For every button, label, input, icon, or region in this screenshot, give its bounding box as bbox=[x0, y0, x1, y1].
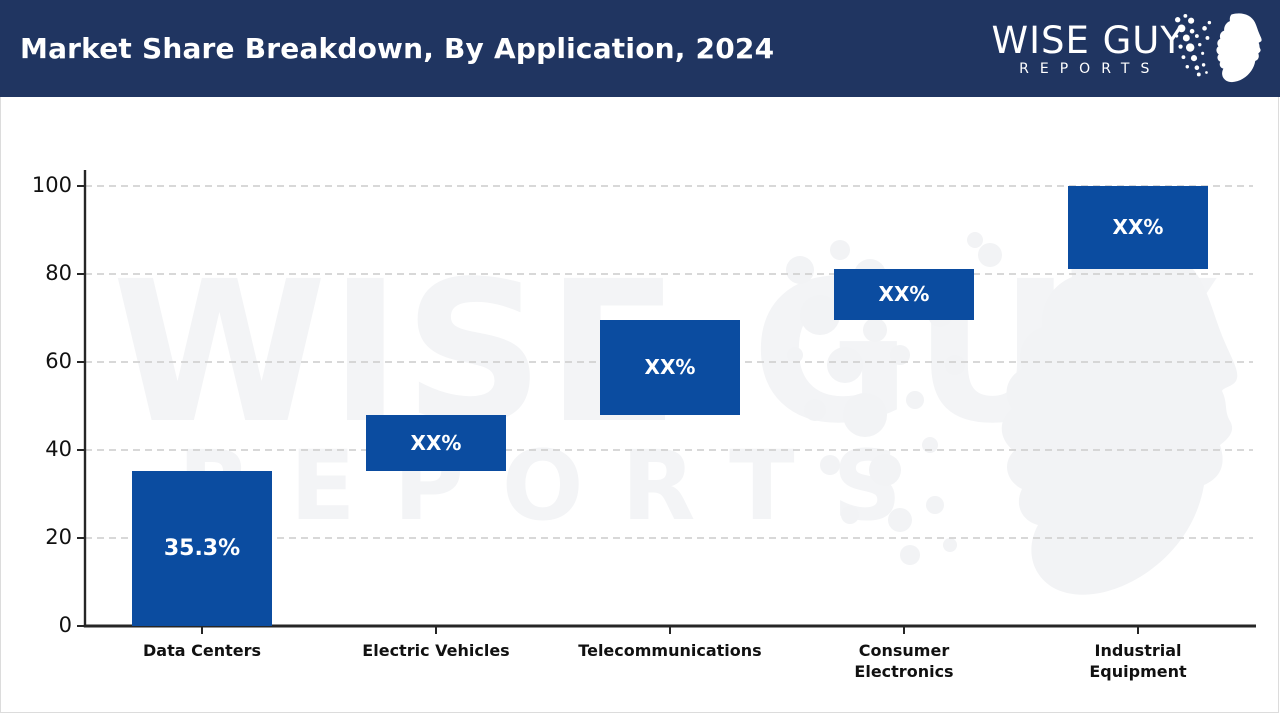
y-tick-label-20: 20 bbox=[45, 525, 72, 549]
brand-subname: REPORTS bbox=[1019, 60, 1161, 77]
bar-value-label: XX% bbox=[1112, 215, 1164, 240]
bar-value-label: XX% bbox=[878, 282, 930, 307]
x-category-label-data-centers: Data Centers bbox=[143, 641, 261, 660]
y-tick-label-0: 0 bbox=[58, 613, 72, 637]
brand-head-icon bbox=[1174, 12, 1262, 82]
brand-logo-text: WISE GUY REPORTS bbox=[992, 22, 1184, 76]
bar-industrial-equipment: XX% bbox=[1068, 186, 1208, 269]
bar-value-label: 35.3% bbox=[163, 535, 241, 561]
brand-logo: WISE GUY REPORTS bbox=[992, 11, 1280, 87]
chart-title: Market Share Breakdown, By Application, … bbox=[20, 32, 775, 65]
bar-consumer-electronics: XX% bbox=[834, 268, 974, 321]
x-category-label-industrial-equipment: Industrial Equipment bbox=[1089, 641, 1187, 681]
y-tick-label-80: 80 bbox=[45, 261, 72, 285]
x-category-label-telecommunications: Telecommunications bbox=[578, 641, 762, 660]
watermark-text-line2: REPORTS bbox=[178, 430, 940, 542]
bar-telecommunications: XX% bbox=[600, 320, 740, 415]
bar-data-centers: 35.3% bbox=[132, 470, 272, 626]
bar-value-label: XX% bbox=[410, 430, 462, 455]
brand-name: WISE GUY bbox=[991, 18, 1184, 62]
bar-electric-vehicles: XX% bbox=[366, 414, 506, 471]
header-bar: Market Share Breakdown, By Application, … bbox=[0, 0, 1280, 97]
y-tick-label-60: 60 bbox=[45, 349, 72, 373]
y-tick-label-100: 100 bbox=[31, 173, 72, 197]
x-category-label-consumer-electronics: Consumer Electronics bbox=[854, 641, 954, 681]
bar-value-label: XX% bbox=[644, 355, 696, 380]
x-category-label-electric-vehicles: Electric Vehicles bbox=[362, 641, 510, 660]
y-tick-label-40: 40 bbox=[45, 437, 72, 461]
